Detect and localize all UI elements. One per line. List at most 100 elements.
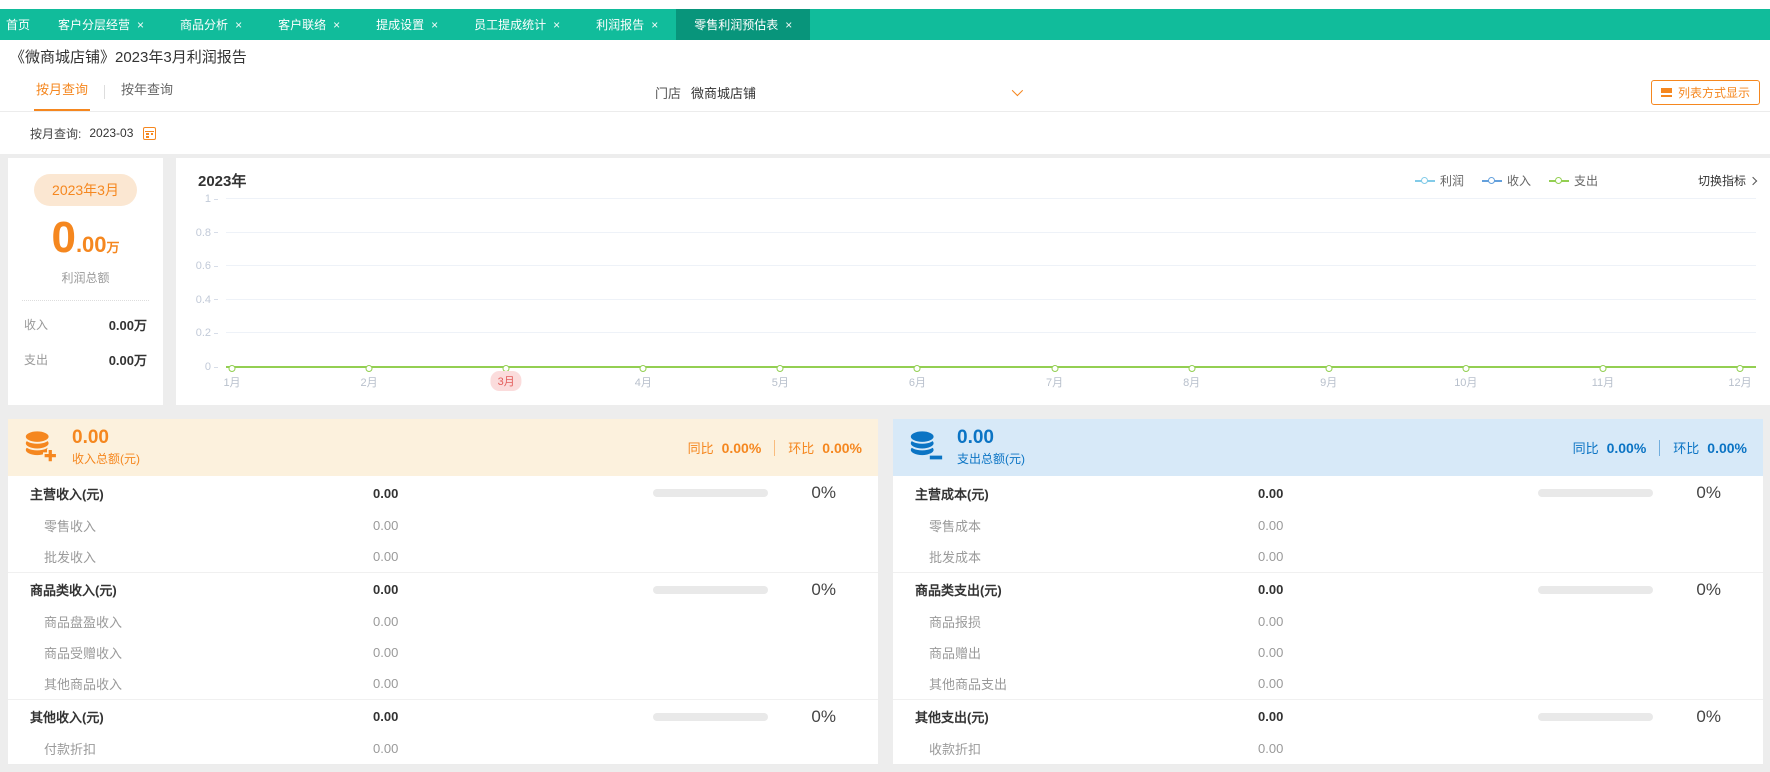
expense-row-percent: 0%: [1696, 483, 1721, 502]
expense-row-value: 0.00: [1258, 549, 1284, 564]
income-compare: 同比 0.00% 环比 0.00%: [688, 438, 862, 457]
income-total-value: 0.00: [72, 426, 109, 448]
income-row-percent: 0%: [811, 579, 836, 599]
progress-bar: [653, 489, 768, 497]
income-row-value: 0.00: [373, 709, 399, 724]
legend-label: 收入: [1506, 174, 1531, 188]
divider: [22, 300, 149, 301]
expense-row-label: 商品赠出: [929, 646, 982, 661]
nav-tab-6[interactable]: 利润报告 ×: [578, 9, 676, 40]
expense-table-row: 批发成本 0.00: [893, 541, 1763, 572]
legend-item-支出[interactable]: 支出: [1548, 172, 1598, 189]
chart-card: 2023年 利润 收入 支出 切换指标 0 0.2 0.4 0.6 0.8 1 1月 2月 3月 4…: [176, 158, 1770, 405]
divider: [1659, 439, 1661, 456]
y-axis-tick: 0.4: [190, 294, 218, 306]
summary-row: 收入 0.00万: [22, 307, 149, 342]
top-strip: [0, 0, 1770, 9]
chevron-down-icon: [1011, 84, 1024, 97]
nav-tab-7[interactable]: 零售利润预估表 ×: [676, 9, 811, 40]
legend-marker-icon: [1548, 176, 1569, 185]
data-point-marker: [913, 364, 921, 372]
yoy-label: 同比: [687, 441, 714, 456]
expense-row-value: 0.00: [1258, 518, 1284, 533]
close-tab-icon[interactable]: ×: [137, 17, 145, 32]
x-axis: 1月 2月 3月 4月 5月 6月 7月 8月 9月 10月 11月 12月: [190, 367, 1756, 393]
nav-tab-home[interactable]: 首页: [0, 9, 40, 40]
x-axis-label-2月: 2月: [360, 377, 378, 389]
expense-table-row: 其他支出(元) 0.00 0%: [893, 699, 1763, 733]
data-point-marker: [776, 364, 784, 372]
close-tab-icon[interactable]: ×: [553, 17, 561, 32]
nav-tab-4[interactable]: 提成设置 ×: [358, 9, 456, 40]
page-title: 《微商城店铺》2023年3月利润报告: [10, 49, 247, 66]
yoy-value: 0.00%: [1606, 439, 1647, 456]
list-view-button[interactable]: 列表方式显示: [1650, 80, 1760, 105]
expense-coins-icon: [908, 428, 945, 461]
divider: [104, 85, 106, 99]
query-mode-tabs: 按月查询 按年查询: [34, 73, 189, 111]
income-row-label: 零售收入: [44, 519, 97, 534]
income-row-value: 0.00: [373, 518, 399, 533]
store-select[interactable]: 门店 微商城店铺: [655, 73, 1024, 111]
top-nav-tabs: 首页 客户分层经营 × 商品分析 × 客户联络 × 提成设置 × 员工提成统计 × 利润报告 × 零售利润…: [0, 9, 1770, 40]
expense-row-value: 0.00: [1258, 614, 1284, 629]
expense-row-label: 其他支出(元): [915, 710, 989, 725]
chart-title: 2023年: [198, 173, 247, 190]
nav-tab-label: 客户联络: [278, 18, 327, 32]
date-filter-value[interactable]: 2023-03: [89, 126, 134, 140]
nav-tab-label: 提成设置: [376, 18, 425, 32]
nav-tab-3[interactable]: 客户联络 ×: [260, 9, 358, 40]
income-row-value: 0.00: [373, 485, 399, 501]
income-row-value: 0.00: [373, 676, 399, 691]
x-axis-label-8月: 8月: [1183, 377, 1201, 389]
income-table-row: 商品类收入(元) 0.00 0%: [8, 572, 878, 606]
x-axis-label-10月: 10月: [1454, 377, 1478, 389]
expense-row-percent: 0%: [1696, 579, 1721, 599]
switch-metric-link[interactable]: 切换指标: [1697, 172, 1758, 189]
summary-row-value: 0.00万: [108, 318, 147, 333]
nav-tab-2[interactable]: 商品分析 ×: [162, 9, 260, 40]
income-row-percent: 0%: [811, 706, 836, 726]
data-point-marker: [1736, 364, 1744, 372]
legend-label: 利润: [1439, 174, 1464, 188]
nav-tab-1[interactable]: 客户分层经营 ×: [40, 9, 162, 40]
data-point-marker: [1325, 364, 1333, 372]
close-tab-icon[interactable]: ×: [785, 17, 793, 32]
query-tab-1[interactable]: 按年查询: [121, 82, 174, 97]
close-tab-icon[interactable]: ×: [333, 17, 341, 32]
close-tab-icon[interactable]: ×: [651, 17, 659, 32]
income-row-value: 0.00: [373, 549, 399, 564]
data-point-marker: [1599, 364, 1607, 372]
expense-row-label: 主营成本(元): [915, 486, 989, 502]
legend-label: 支出: [1573, 174, 1598, 188]
expense-row-value: 0.00: [1258, 741, 1284, 756]
close-tab-icon[interactable]: ×: [431, 17, 439, 32]
store-label: 门店: [655, 85, 682, 101]
income-row-label: 商品盘盈收入: [44, 615, 123, 630]
calendar-icon[interactable]: [143, 126, 157, 140]
title-row: 《微商城店铺》2023年3月利润报告: [0, 40, 1770, 73]
main-section: 2023年3月 0.00万 利润总额 收入 0.00万 支出 0.00万 2023年 …: [0, 158, 1770, 405]
expense-row-label: 商品报损: [929, 615, 982, 630]
expense-row-value: 0.00: [1258, 485, 1284, 501]
line-chart-plot: 0 0.2 0.4 0.6 0.8 1: [190, 193, 1756, 373]
expense-total-label: 支出总额(元): [957, 452, 1025, 467]
query-tab-0[interactable]: 按月查询: [34, 79, 91, 111]
expense-panel-header: 0.00 支出总额(元) 同比 0.00% 环比 0.00%: [893, 419, 1763, 476]
mom-value: 0.00%: [1707, 439, 1747, 456]
chart-header-right: 利润 收入 支出 切换指标: [1414, 172, 1758, 189]
legend-item-利润[interactable]: 利润: [1414, 172, 1464, 189]
close-tab-icon[interactable]: ×: [235, 17, 243, 32]
yoy-value: 0.00%: [721, 439, 762, 456]
data-point-marker: [1462, 364, 1470, 372]
expense-row-label: 批发成本: [929, 550, 982, 565]
legend-item-收入[interactable]: 收入: [1481, 172, 1531, 189]
nav-tab-5[interactable]: 员工提成统计 ×: [456, 9, 578, 40]
switch-metric-label: 切换指标: [1697, 174, 1746, 188]
x-axis-label-12月: 12月: [1728, 377, 1752, 389]
yoy-label: 同比: [1572, 441, 1599, 456]
expense-row-label: 收款折扣: [929, 742, 982, 757]
expense-table-row: 商品赠出 0.00: [893, 637, 1763, 668]
expense-row-percent: 0%: [1696, 706, 1721, 726]
progress-bar: [1538, 585, 1653, 594]
